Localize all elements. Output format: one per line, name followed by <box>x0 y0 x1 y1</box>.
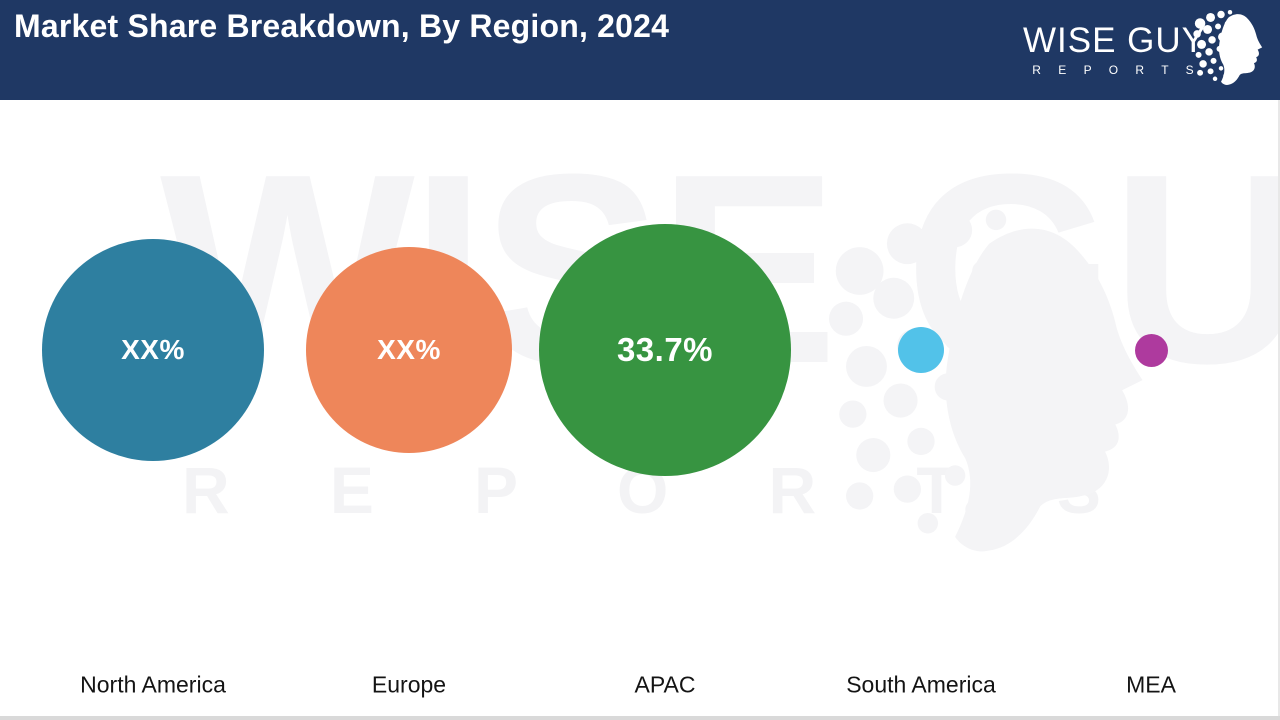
bubble-apac: 33.7% <box>539 224 791 476</box>
chart-title: Market Share Breakdown, By Region, 2024 <box>14 8 670 44</box>
region-label-europe: Europe <box>371 671 447 698</box>
logo-text-block: WISE GUY R E P O R T S <box>1023 23 1206 77</box>
bubble-north-america: XX% <box>42 239 264 461</box>
bubble-mea <box>1134 333 1168 367</box>
logo-wordmark: WISE GUY <box>1022 21 1206 60</box>
right-edge-divider <box>1278 100 1280 720</box>
header-bar: Market Share Breakdown, By Region, 2024 … <box>0 0 1280 100</box>
watermark-face-icon <box>822 196 1170 588</box>
brand-logo: WISE GUY R E P O R T S <box>1023 4 1268 96</box>
region-label-north-america: North America <box>80 671 226 698</box>
region-label-mea: MEA <box>1126 671 1176 698</box>
wiseguy-face-icon <box>1192 7 1268 93</box>
region-label-apac: APAC <box>634 671 696 698</box>
logo-subtitle: R E P O R T S <box>1032 63 1201 77</box>
bubble-value-north-america: XX% <box>121 334 185 365</box>
bottom-divider <box>0 716 1280 720</box>
region-label-south-america: South America <box>846 671 996 698</box>
bubble-europe: XX% <box>306 247 512 453</box>
bubble-south-america <box>898 327 944 373</box>
bubble-value-europe: XX% <box>377 334 441 365</box>
bubble-chart-area: WISE GUY R E P O R T S XX%North AmericaX… <box>0 100 1280 720</box>
bubble-value-apac: 33.7% <box>616 331 714 368</box>
